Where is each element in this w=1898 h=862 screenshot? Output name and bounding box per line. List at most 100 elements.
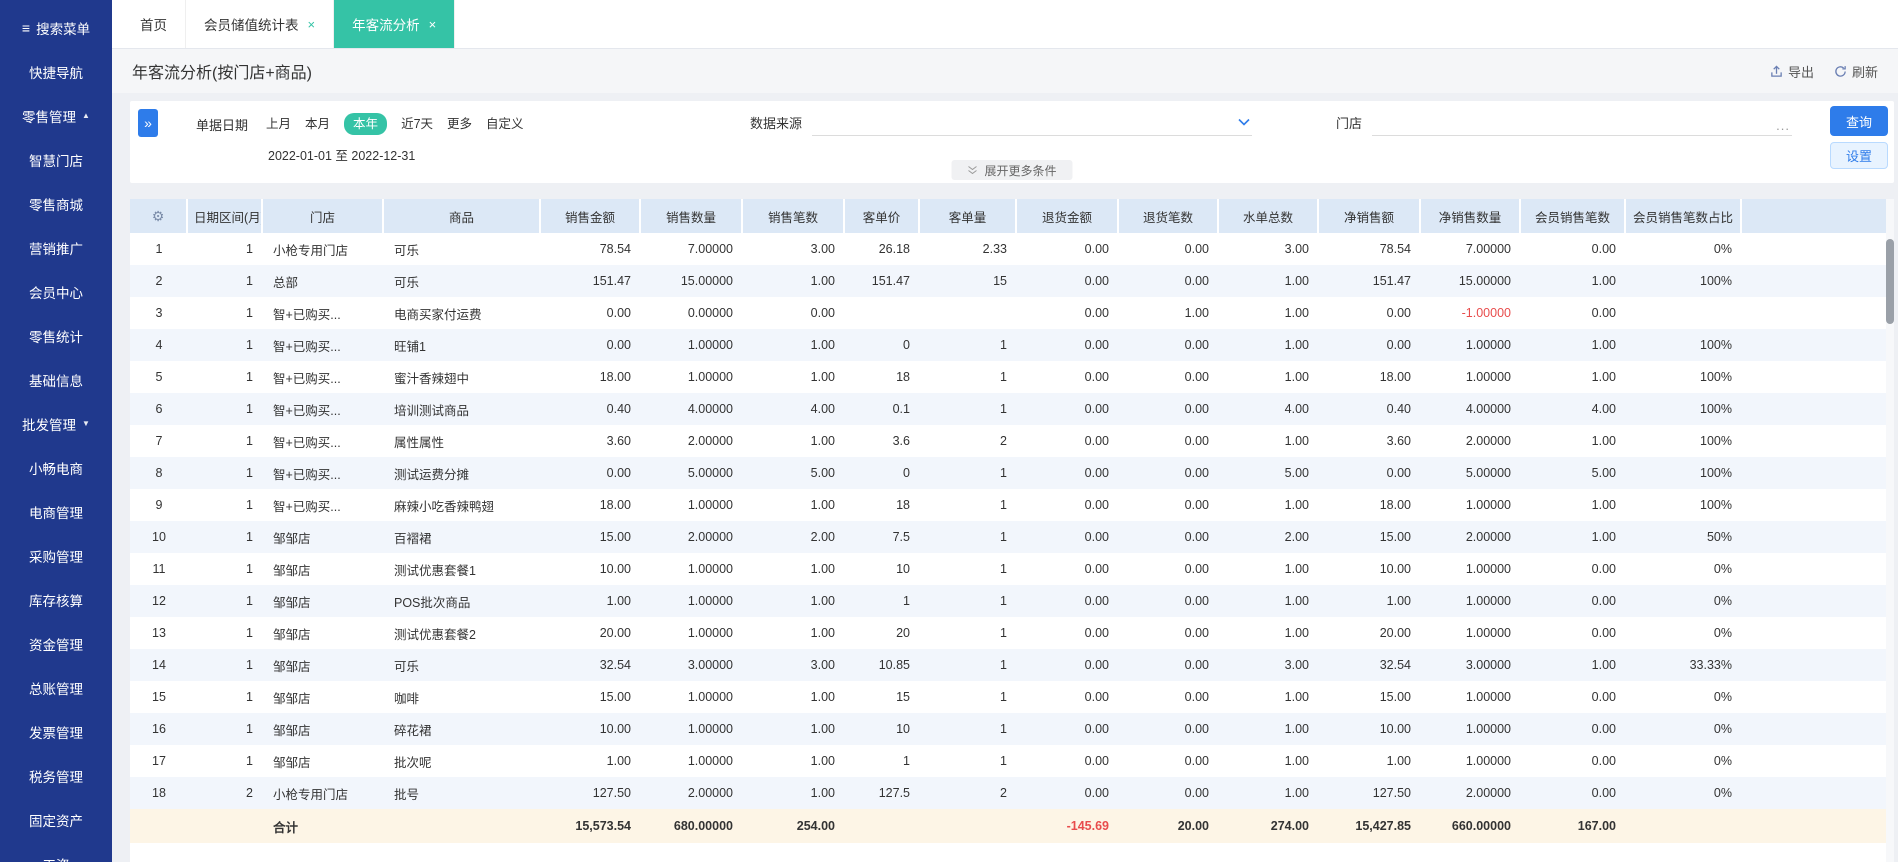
cell: 1: [188, 521, 263, 553]
table-row: 3 1 智+已购买... 电商买家付运费 0.00 0.00000 0.00 0.00 1.00…: [130, 297, 1886, 329]
tab[interactable]: 会员储值统计表 ×: [186, 0, 335, 48]
date-range-value[interactable]: 2022-01-01 至 2022-12-31: [268, 149, 416, 163]
sidebar-item[interactable]: 工资: [0, 842, 112, 862]
cell: 151.47: [541, 265, 641, 297]
tab[interactable]: 首页: [122, 0, 186, 48]
column-header[interactable]: 会员销售笔数占比: [1626, 199, 1742, 233]
sidebar-item[interactable]: 电商管理: [0, 490, 112, 534]
sidebar-item[interactable]: 零售商城: [0, 182, 112, 226]
sidebar-item[interactable]: 发票管理: [0, 710, 112, 754]
date-option[interactable]: 近7天: [401, 117, 434, 131]
table-row: 2 1 总部 可乐 151.47 15.00000 1.00 151.47 15 0.00 0.00…: [130, 265, 1886, 297]
sidebar-item[interactable]: 营销推广: [0, 226, 112, 270]
cell: 3.00000: [1421, 649, 1521, 681]
cell: 小枪专用门店: [263, 777, 384, 809]
column-header[interactable]: 水单总数: [1219, 199, 1319, 233]
cell: 3.00: [1219, 649, 1319, 681]
cell: 1.00: [1284, 690, 1309, 704]
sidebar-item[interactable]: 批发管理 ▼: [0, 402, 112, 446]
sidebar-item[interactable]: 智慧门店: [0, 138, 112, 182]
close-icon[interactable]: ×: [307, 16, 316, 32]
cell: 1.00: [743, 777, 845, 809]
sidebar-item[interactable]: ≡ 搜索菜单: [0, 6, 112, 50]
sidebar-item[interactable]: 资金管理: [0, 622, 112, 666]
settings-button[interactable]: 设置: [1830, 142, 1888, 169]
cell: 0.00: [1119, 393, 1219, 425]
cell: 0.00: [1084, 498, 1109, 512]
table-row: 14 1 邹邹店 可乐 32.54 3.00000 3.00 10.85 1 0.00 0.00 3.…: [130, 649, 1886, 681]
sidebar-item-label: 零售管理: [22, 110, 77, 125]
cell: 1.00000: [687, 754, 733, 768]
sidebar-item[interactable]: 采购管理: [0, 534, 112, 578]
cell: 0%: [1626, 777, 1742, 809]
cell: 0.40: [1319, 393, 1421, 425]
date-option[interactable]: 本月: [305, 117, 331, 131]
cell: 100%: [1626, 329, 1742, 361]
data-source-input[interactable]: [812, 111, 1253, 136]
sidebar-item[interactable]: 零售统计: [0, 314, 112, 358]
filler-cell: [1742, 617, 1886, 649]
tab[interactable]: 年客流分析 ×: [334, 0, 456, 48]
column-header[interactable]: 销售数量: [641, 199, 743, 233]
cell: 0.00: [1084, 690, 1109, 704]
column-header[interactable]: 会员销售笔数: [1521, 199, 1626, 233]
column-header[interactable]: 客单量: [920, 199, 1017, 233]
sidebar-item[interactable]: 总账管理: [0, 666, 112, 710]
refresh-button[interactable]: 刷新: [1834, 62, 1878, 81]
cell: 1.00000: [1465, 690, 1511, 704]
cell: 151.47: [1319, 265, 1421, 297]
column-header[interactable]: 客单价: [845, 199, 920, 233]
more-options-icon[interactable]: ...: [1776, 118, 1791, 133]
column-header[interactable]: 净销售数量: [1421, 199, 1521, 233]
column-header[interactable]: 销售金额: [541, 199, 641, 233]
sidebar-item[interactable]: 快捷导航: [0, 50, 112, 94]
sidebar-item[interactable]: 零售管理 ▲: [0, 94, 112, 138]
sidebar-item[interactable]: 基础信息: [0, 358, 112, 402]
cell: 1.00: [1219, 713, 1319, 745]
sidebar-item[interactable]: 会员中心: [0, 270, 112, 314]
cell: 0.00: [541, 329, 641, 361]
sidebar-item[interactable]: 税务管理: [0, 754, 112, 798]
vertical-scrollbar[interactable]: [1886, 199, 1894, 862]
column-header[interactable]: 门店: [263, 199, 384, 233]
date-option[interactable]: 上月: [266, 117, 292, 131]
column-header[interactable]: 销售笔数: [743, 199, 845, 233]
date-option[interactable]: 本年: [344, 113, 388, 135]
total-cell: [920, 809, 1017, 843]
cell: 6: [130, 393, 188, 425]
close-icon[interactable]: ×: [428, 16, 437, 32]
cell: 批号: [384, 777, 541, 809]
cell: 0%: [1626, 713, 1742, 745]
sidebar-item[interactable]: 库存核算: [0, 578, 112, 622]
cell: 10.00: [599, 562, 631, 576]
export-button[interactable]: 导出: [1770, 62, 1814, 81]
expand-more-conditions-button[interactable]: 展开更多条件: [951, 160, 1073, 180]
cell: 1: [188, 649, 263, 681]
cell: 0.00: [1084, 626, 1109, 640]
query-button[interactable]: 查询: [1830, 106, 1888, 136]
sidebar-item[interactable]: 固定资产: [0, 798, 112, 842]
column-header[interactable]: 退货金额: [1017, 199, 1119, 233]
cell: 18.00: [1379, 370, 1411, 384]
cell: 4.00: [1219, 393, 1319, 425]
scrollbar-thumb[interactable]: [1886, 239, 1894, 324]
caret-down-icon: ▼: [82, 419, 90, 428]
cell: 10: [896, 562, 910, 576]
chevron-down-icon[interactable]: [1238, 113, 1250, 131]
store-input[interactable]: ...: [1372, 111, 1793, 136]
sidebar-item[interactable]: 小畅电商: [0, 446, 112, 490]
cell: 0.00: [1521, 713, 1626, 745]
cell: 0.00: [1119, 329, 1219, 361]
column-header[interactable]: 日期区间(月): [188, 199, 263, 233]
table-row: 8 1 智+已购买... 测试运费分摊 0.00 5.00000 5.00 0 1 0.00 0.0…: [130, 457, 1886, 489]
cell: 100%: [1626, 457, 1742, 489]
collapse-filter-button[interactable]: »: [138, 109, 158, 137]
date-option[interactable]: 自定义: [486, 117, 524, 131]
column-settings-header[interactable]: ⚙: [130, 199, 188, 233]
cell: 0: [845, 329, 920, 361]
cell: [845, 297, 920, 329]
column-header[interactable]: 退货笔数: [1119, 199, 1219, 233]
column-header[interactable]: 净销售额: [1319, 199, 1421, 233]
date-option[interactable]: 更多: [447, 117, 473, 131]
column-header[interactable]: 商品: [384, 199, 541, 233]
